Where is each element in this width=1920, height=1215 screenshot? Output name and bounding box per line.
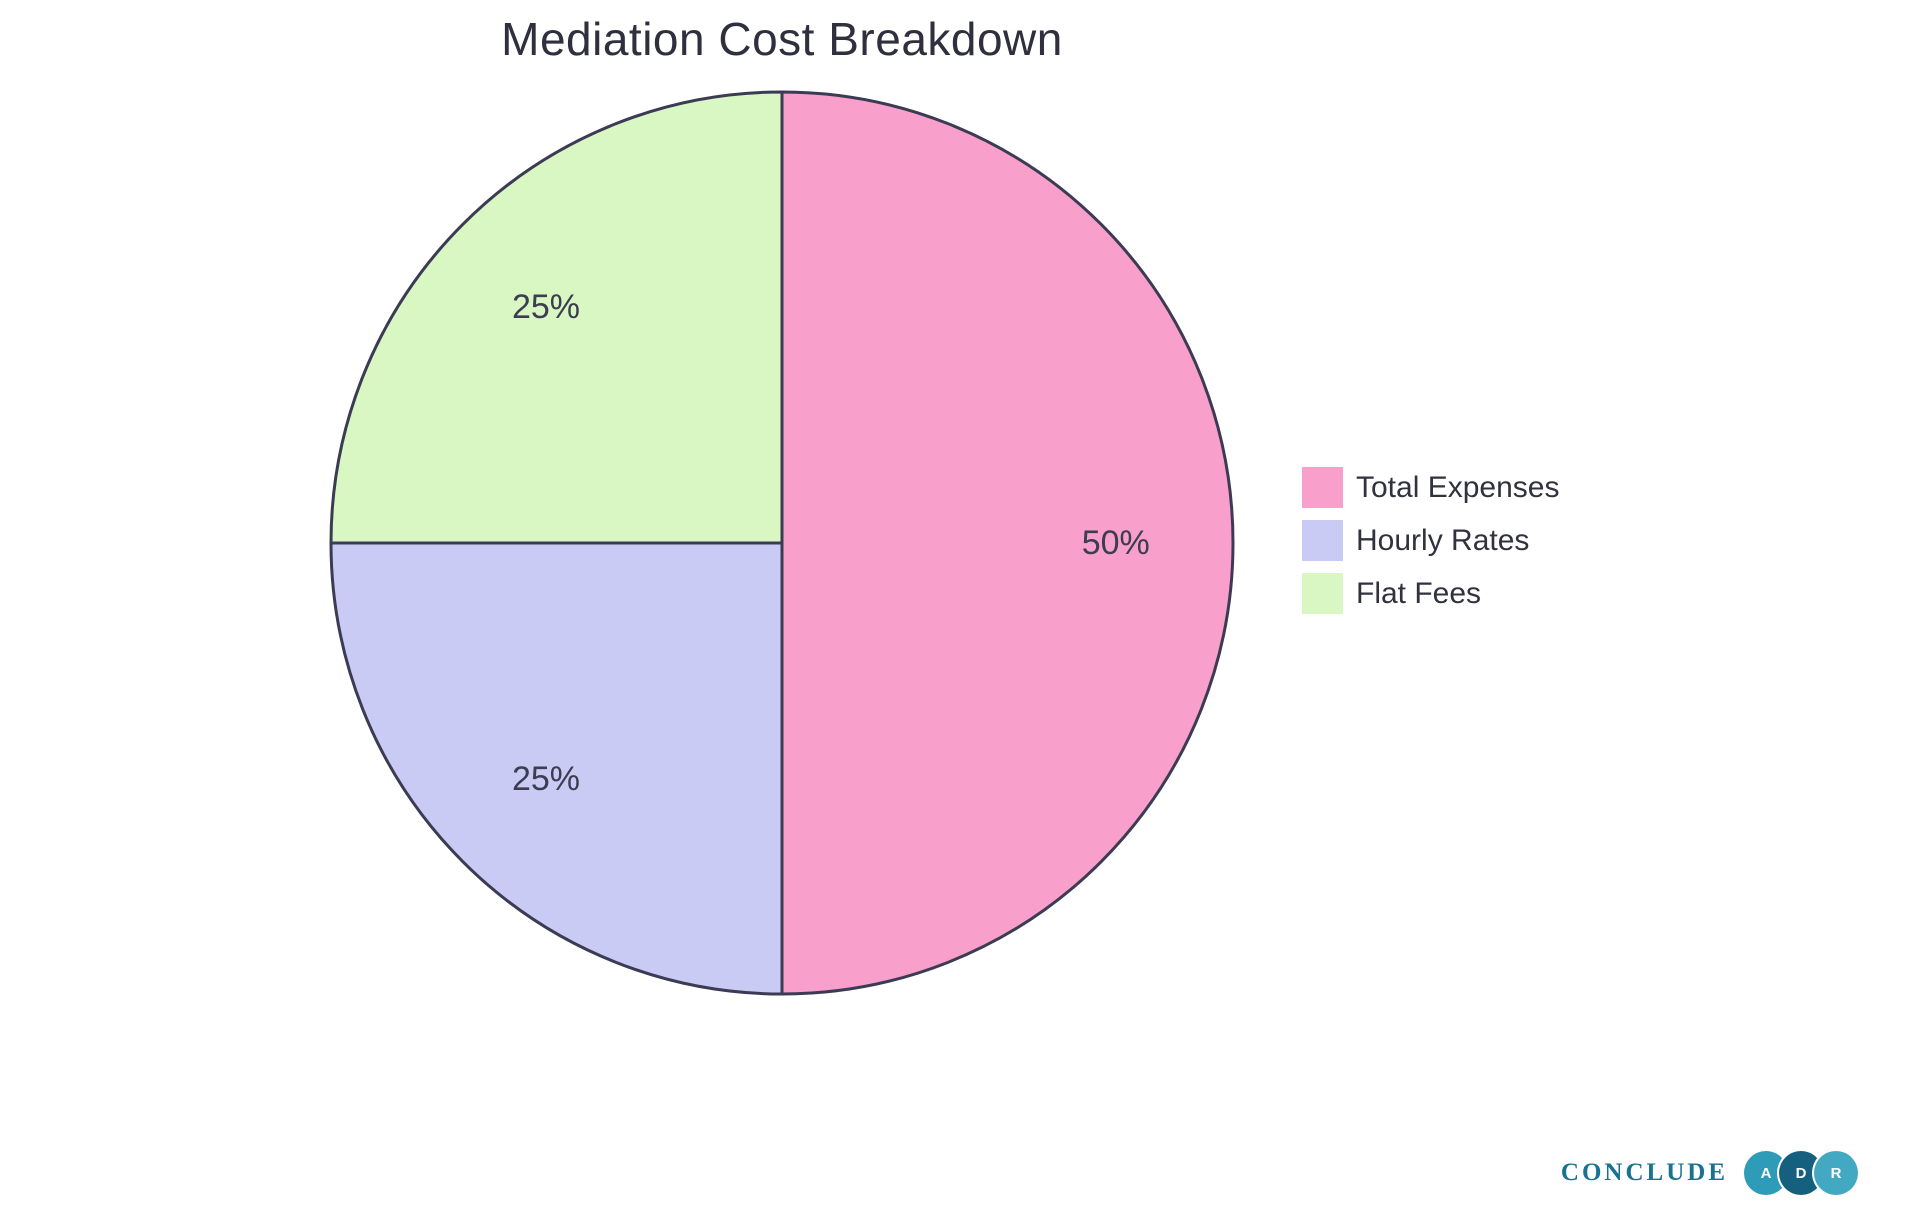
pie-slice-percentage-label: 50% [1082,524,1150,562]
chart-title: Mediation Cost Breakdown [501,13,1063,65]
pie-slice-hourly-rates [329,541,784,996]
brand-badges: A D R [1744,1151,1858,1195]
brand-badge-r: R [1814,1151,1858,1195]
legend-label-total-expenses: Total Expenses [1356,470,1560,504]
pie-slice-percentage-label: 25% [512,288,580,326]
pie-slice-total-expenses [780,90,1235,996]
legend-label-hourly-rates: Hourly Rates [1356,523,1530,557]
legend-item-hourly-rates: Hourly Rates [1302,520,1559,561]
legend-swatch-flat-fees [1302,573,1343,614]
legend-swatch-total-expenses [1302,467,1343,508]
legend-swatch-hourly-rates [1302,520,1343,561]
brand-wordmark: CONCLUDE [1560,1159,1728,1186]
legend-item-total-expenses: Total Expenses [1302,467,1559,508]
pie-slice-percentage-label: 25% [512,760,580,798]
legend-label-flat-fees: Flat Fees [1356,576,1482,610]
legend: Total Expenses Hourly Rates Flat Fees [1302,467,1559,614]
brand-logo: CONCLUDE A D R [1561,1151,1858,1195]
pie-slice-flat-fees [329,90,784,545]
legend-item-flat-fees: Flat Fees [1302,573,1559,614]
